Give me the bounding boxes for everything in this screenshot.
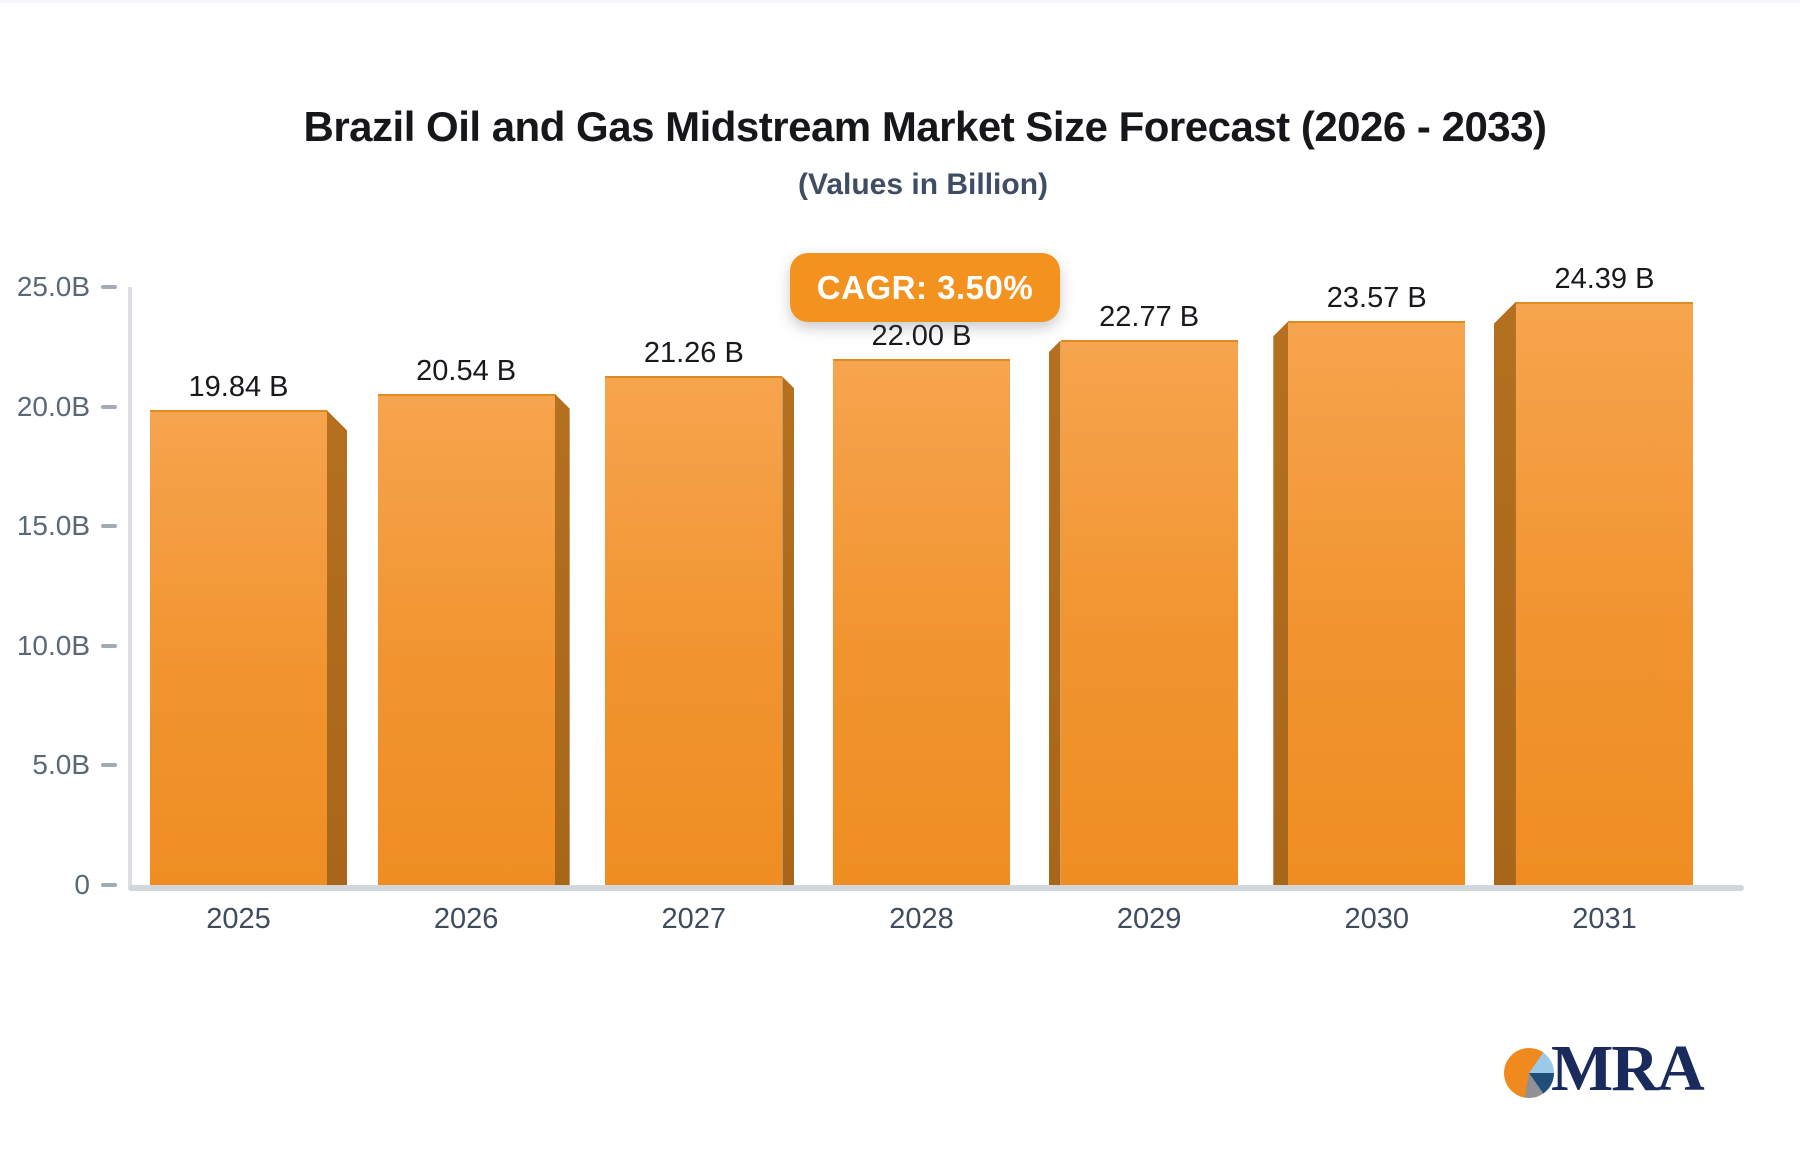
bar-side-3d xyxy=(554,393,570,885)
bar-side-3d xyxy=(1048,340,1061,885)
bar-2027 xyxy=(605,376,783,885)
x-axis-label: 2027 xyxy=(661,903,727,935)
y-axis-tick-mark xyxy=(101,643,117,648)
bar-value-label: 24.39 B xyxy=(1554,262,1655,295)
bar-side-3d xyxy=(1273,321,1289,885)
bar-value-label: 19.84 B xyxy=(188,371,289,404)
x-axis-baseline xyxy=(128,885,1744,891)
bar-value-label: 22.00 B xyxy=(871,319,972,352)
y-axis-tick-label: 20.0B xyxy=(16,390,90,422)
mra-logo: MRA xyxy=(1504,1032,1705,1105)
top-edge-strip xyxy=(0,0,1800,3)
bar-2030 xyxy=(1288,321,1466,885)
x-axis-label: 2028 xyxy=(889,903,954,935)
bar-side-3d xyxy=(327,410,347,885)
y-axis-tick-label: 0 xyxy=(74,869,90,900)
y-axis-line xyxy=(128,287,132,886)
y-axis-tick-mark xyxy=(101,883,117,887)
y-axis-tick-label: 5.0B xyxy=(32,749,90,781)
x-axis-label: 2029 xyxy=(1116,903,1182,935)
page-title: Brazil Oil and Gas Midstream Market Size… xyxy=(303,103,1547,150)
bar-value-label: 21.26 B xyxy=(643,337,744,370)
bar-side-3d xyxy=(1493,301,1516,885)
bar-value-label: 20.54 B xyxy=(416,354,517,387)
bar-value-label: 22.77 B xyxy=(1099,301,1200,334)
bar-2025 xyxy=(150,410,327,885)
x-axis-label: 2025 xyxy=(206,903,271,935)
x-axis-label: 2030 xyxy=(1344,903,1410,935)
mra-logo-text: MRA xyxy=(1551,1032,1705,1105)
y-axis-tick-label: 10.0B xyxy=(16,629,90,661)
bar-2026 xyxy=(377,393,555,885)
y-axis-tick-mark xyxy=(101,524,117,529)
x-axis-label: 2026 xyxy=(433,903,499,935)
page-subtitle: (Values in Billion) xyxy=(797,168,1049,201)
x-axis-label: 2031 xyxy=(1572,903,1637,935)
bar-value-label: 23.57 B xyxy=(1326,282,1427,315)
y-axis-tick-label: 25.0B xyxy=(16,271,90,302)
bar-2031 xyxy=(1515,301,1693,885)
y-axis-tick-mark xyxy=(101,404,117,409)
cagr-badge-label: CAGR: 3.50% xyxy=(816,268,1034,306)
y-axis-tick-mark xyxy=(101,285,117,289)
cagr-badge: CAGR: 3.50% xyxy=(790,253,1060,322)
pie-chart-logo-icon xyxy=(1504,1048,1554,1098)
bar-2028 xyxy=(832,358,1010,885)
y-axis-tick-mark xyxy=(101,763,117,768)
bar-side-3d xyxy=(782,376,795,885)
y-axis-tick-label: 15.0B xyxy=(16,510,90,542)
bar-2029 xyxy=(1060,340,1238,885)
